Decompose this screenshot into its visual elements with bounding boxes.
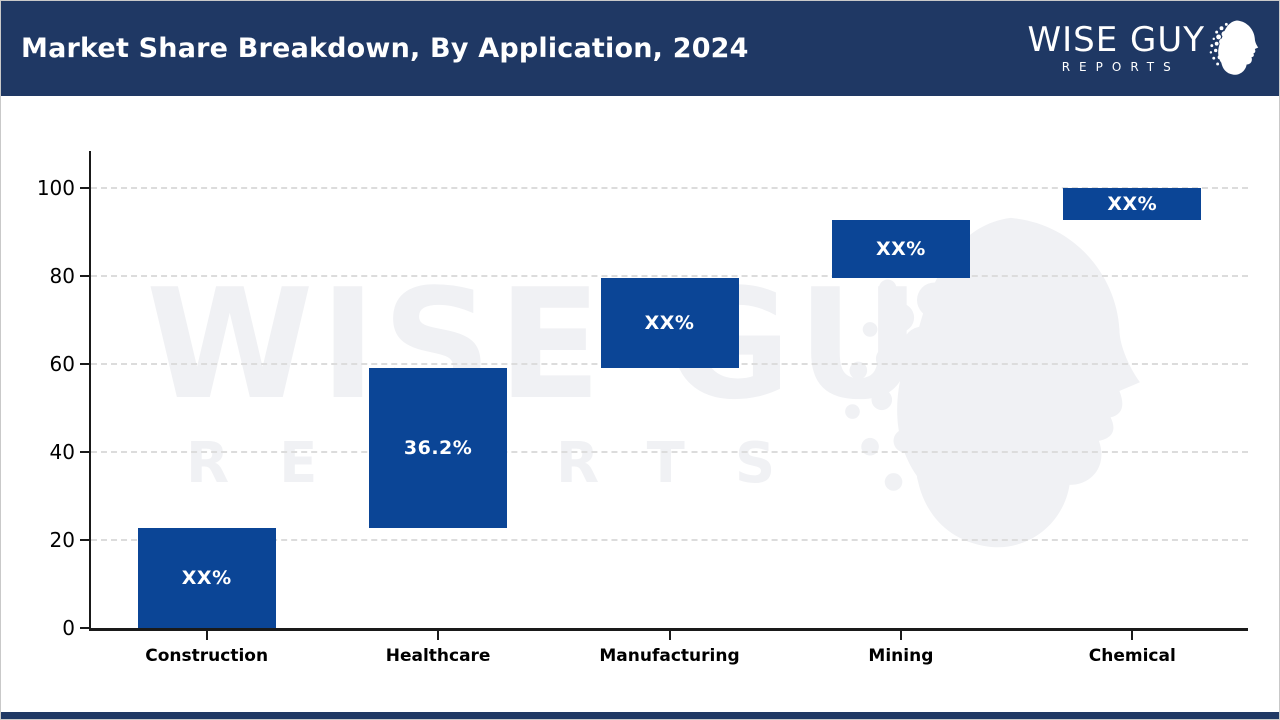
x-tick-mark — [668, 631, 671, 640]
waterfall-bar: XX% — [831, 219, 970, 279]
bar-value-label: XX% — [1107, 192, 1158, 215]
y-tick-mark — [80, 363, 89, 365]
x-tick-mark — [899, 631, 902, 640]
y-tick-label: 60 — [49, 352, 75, 376]
bar-value-label: 36.2% — [403, 437, 473, 460]
bar-value-label: XX% — [875, 237, 926, 260]
y-gridline — [91, 187, 1248, 189]
x-tick-mark — [437, 631, 440, 640]
x-category-label: Chemical — [1088, 646, 1176, 666]
bar-value-label: XX% — [644, 312, 695, 335]
x-tick-mark — [205, 631, 208, 640]
header-background — [1, 1, 1279, 96]
x-category-label: Healthcare — [385, 646, 491, 666]
waterfall-bar: XX% — [600, 278, 739, 369]
waterfall-bar: 36.2% — [369, 368, 508, 528]
header-bar: Market Share Breakdown, By Application, … — [1, 1, 1279, 96]
waterfall-bar: XX% — [137, 527, 276, 628]
y-tick-mark — [80, 451, 89, 453]
bar-value-label: XX% — [181, 566, 232, 589]
y-tick-label: 100 — [36, 176, 75, 200]
x-category-label: Mining — [868, 646, 934, 666]
x-category-label: Construction — [145, 646, 269, 666]
footer-bar — [1, 712, 1279, 719]
wiseguy-logo: WISE GUY REPORTS — [1027, 11, 1265, 87]
y-tick-mark — [80, 187, 89, 189]
y-tick-mark — [80, 539, 89, 541]
logo-face-icon — [1209, 19, 1259, 75]
x-category-label: Manufacturing — [599, 646, 740, 666]
plot-area: 0 20 40 60 80 100 XX% Construction 36.2% Healthca… — [37, 151, 1248, 666]
y-tick-mark — [80, 275, 89, 277]
y-gridline — [91, 275, 1248, 277]
y-tick-label: 0 — [62, 616, 75, 640]
waterfall-bar: XX% — [1063, 188, 1202, 220]
page-title: Market Share Breakdown, By Application, … — [21, 33, 749, 64]
y-gridline — [91, 539, 1248, 541]
y-tick-label: 80 — [49, 264, 75, 288]
y-tick-mark — [80, 627, 89, 629]
logo-reports-text: REPORTS — [1061, 60, 1180, 74]
x-tick-mark — [1131, 631, 1134, 640]
logo-wiseguy-text: WISE GUY — [1027, 20, 1205, 60]
y-tick-label: 20 — [49, 528, 75, 552]
y-gridline — [91, 451, 1248, 453]
y-tick-label: 40 — [49, 440, 75, 464]
